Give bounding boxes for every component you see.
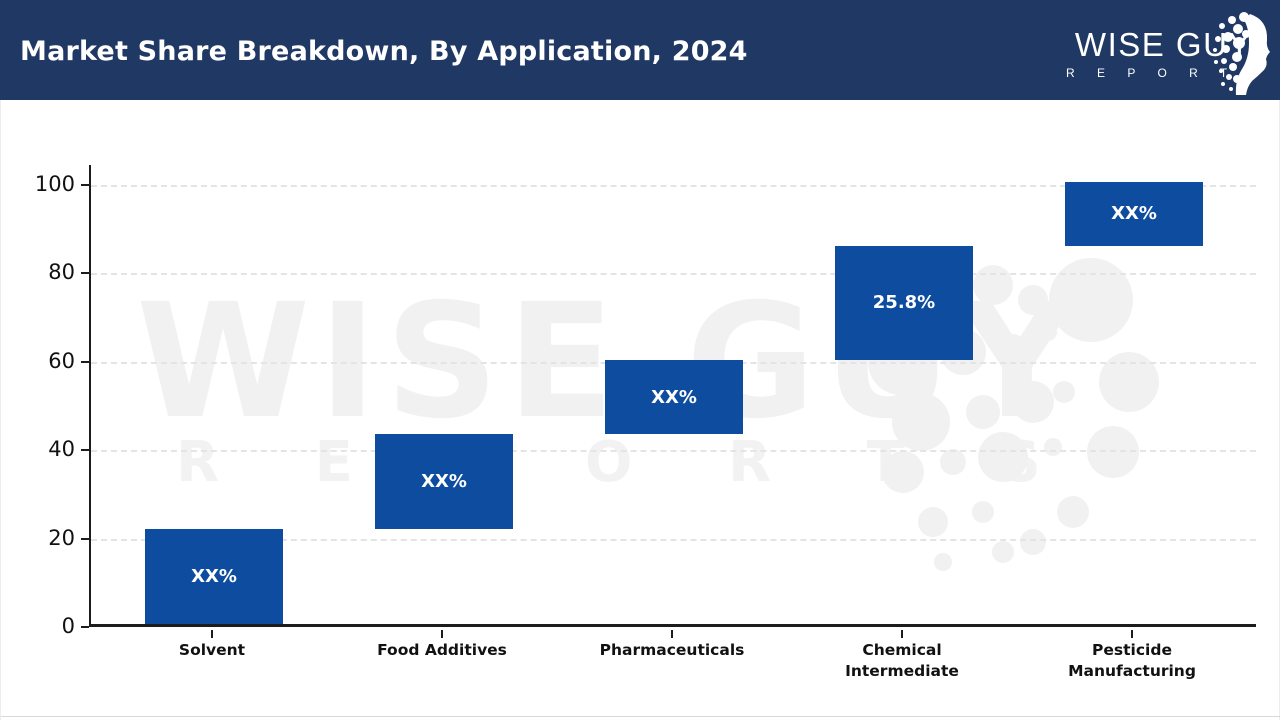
brand-subtitle: R E P O R T S: [1066, 66, 1267, 80]
dotted-head-icon: [1213, 12, 1270, 95]
bar-food-additives: XX%: [375, 434, 513, 529]
gridline-20: [91, 538, 1256, 541]
y-tick-label-80: 80: [48, 260, 75, 285]
bar-pharmaceuticals: XX%: [605, 359, 743, 435]
y-tick-mark-100: [81, 184, 89, 186]
bar-value-label: XX%: [651, 386, 697, 408]
category-label-pesticide-manufacturing: Pesticide Manufacturing: [1068, 641, 1196, 680]
y-tick-mark-0: [81, 626, 89, 628]
brand-name: WISE GUY: [1074, 26, 1252, 63]
category-label-chemical-intermediate: Chemical Intermediate: [845, 641, 959, 680]
bar-value-label: XX%: [1111, 203, 1157, 225]
category-label-pharmaceuticals: Pharmaceuticals: [599, 641, 745, 659]
x-tick-mark-pesticide-manufacturing: [1131, 630, 1133, 638]
bar-value-label: XX%: [191, 565, 237, 587]
bar-pesticide-manufacturing: XX%: [1065, 182, 1203, 246]
y-tick-label-0: 0: [61, 614, 75, 638]
gridline-80: [91, 273, 1256, 276]
bar-value-label: 25.8%: [872, 292, 936, 314]
page-title: Market Share Breakdown, By Application, …: [20, 36, 748, 67]
bottom-border: [1, 716, 1280, 717]
x-tick-mark-pharmaceuticals: [671, 630, 673, 638]
category-label-food-additives: Food Additives: [377, 641, 507, 659]
plot-area: XX% XX% XX% 25.8% XX%: [89, 165, 1256, 627]
y-tick-label-40: 40: [48, 437, 75, 462]
y-tick-mark-60: [81, 360, 89, 363]
header-bar: Market Share Breakdown, By Application, …: [0, 0, 1280, 100]
brand-logo: WISE GUY R E P O R T S: [1032, 8, 1272, 95]
x-tick-mark-chemical-intermediate: [901, 630, 903, 638]
gridline-100: [91, 185, 1256, 187]
y-tick-mark-80: [81, 272, 89, 275]
bar-chemical-intermediate: 25.8%: [835, 245, 973, 360]
brand-logo-text: WISE GUY R E P O R T S: [1060, 26, 1267, 80]
bar-value-label: XX%: [421, 471, 467, 493]
x-tick-mark-solvent: [211, 630, 213, 638]
chart-canvas: WISE GUY R E P O R T S XX% XX% XX% 25.8% XX%…: [0, 100, 1280, 720]
y-tick-label-60: 60: [48, 348, 75, 373]
x-tick-mark-food-additives: [441, 630, 443, 638]
y-tick-label-20: 20: [48, 525, 75, 550]
y-tick-mark-40: [81, 449, 89, 452]
category-label-solvent: Solvent: [178, 641, 246, 659]
gridline-40: [91, 450, 1256, 453]
y-tick-mark-20: [81, 537, 89, 540]
bar-solvent: XX%: [145, 528, 283, 624]
y-tick-label-100: 100: [34, 172, 75, 196]
